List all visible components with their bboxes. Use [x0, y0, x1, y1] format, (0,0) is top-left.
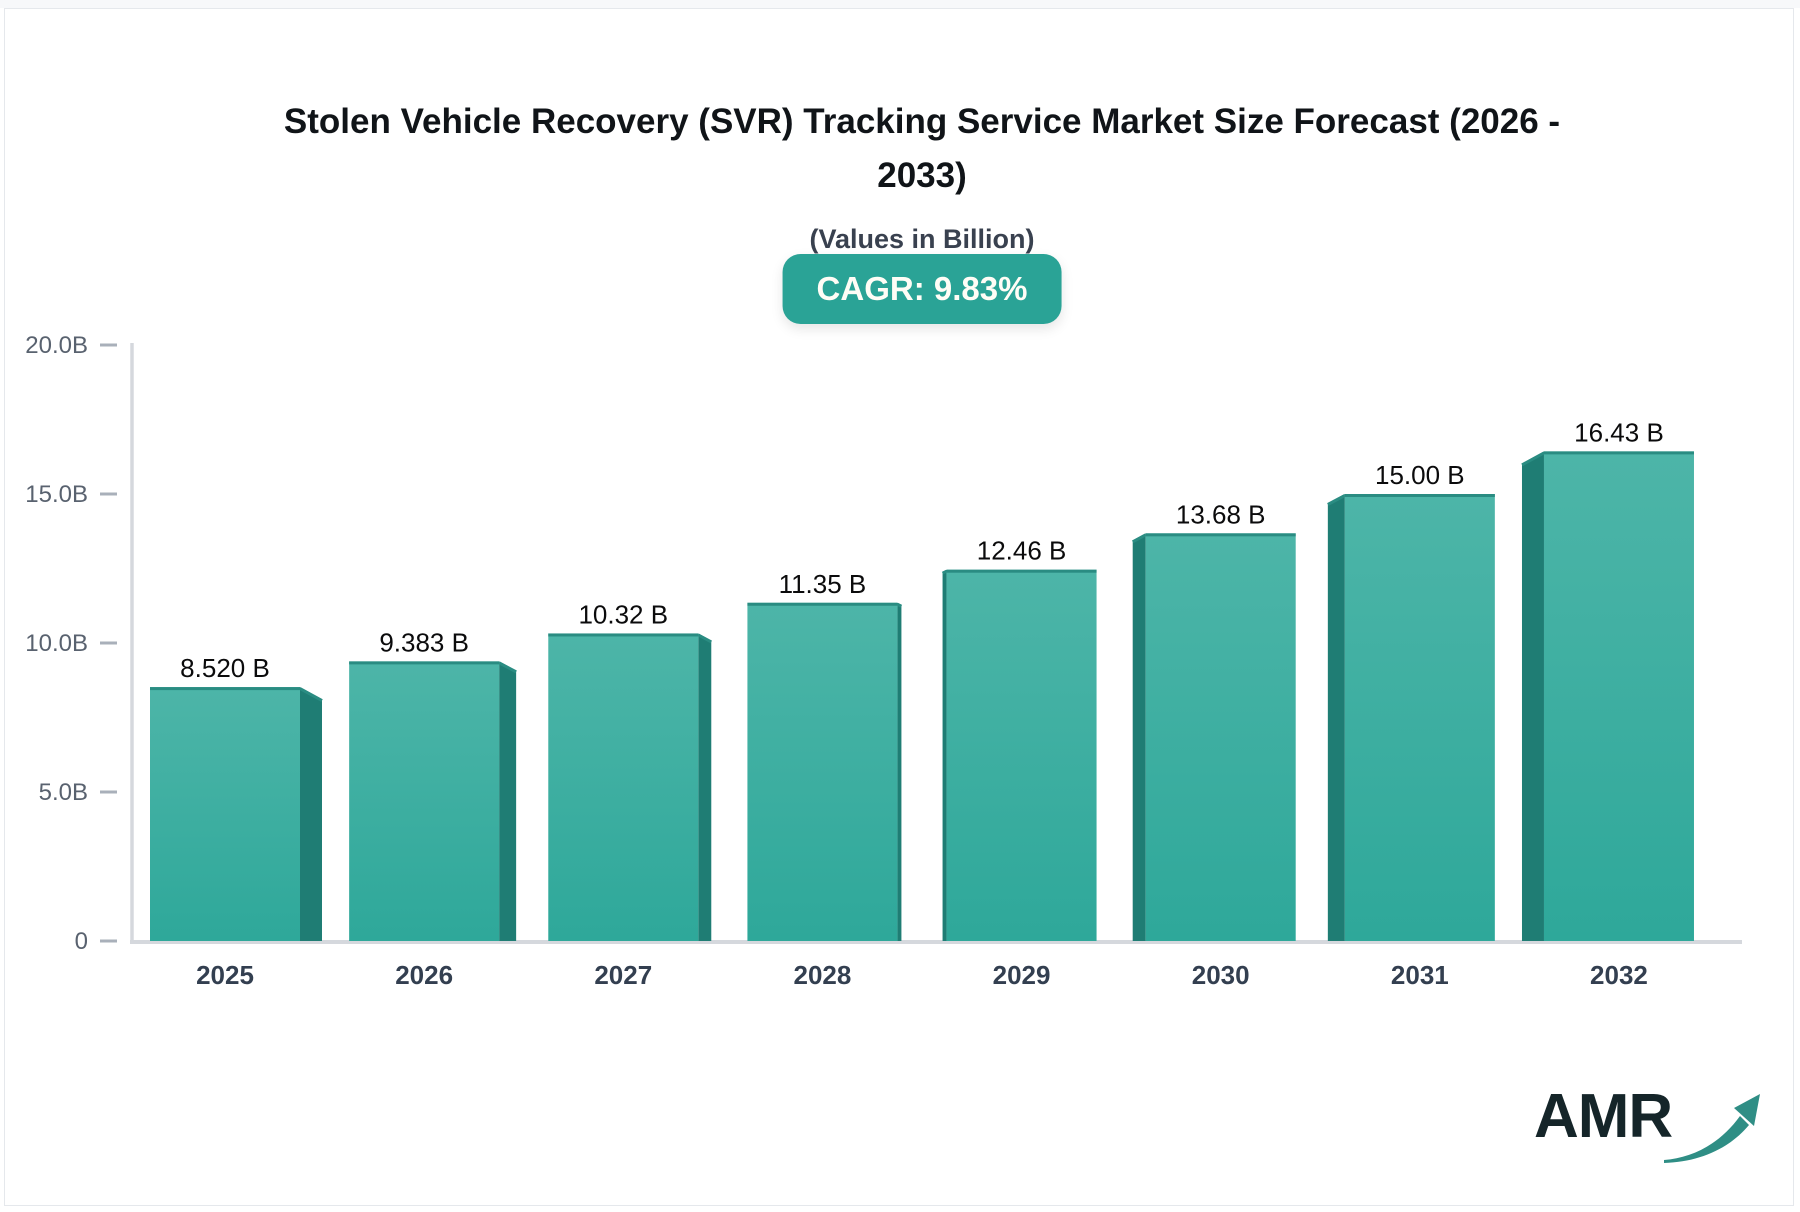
- bar-top-edge: [1145, 533, 1296, 537]
- bar: [150, 687, 300, 941]
- x-axis-category-label: 2025: [196, 960, 254, 990]
- y-axis-label: 5.0B: [39, 779, 88, 806]
- y-axis-label: 0: [75, 928, 88, 955]
- x-axis-category-label: 2028: [793, 960, 851, 990]
- chart-title: Stolen Vehicle Recovery (SVR) Tracking S…: [142, 95, 1702, 203]
- bar: [548, 633, 699, 941]
- bar-value-label: 11.35 B: [779, 569, 867, 599]
- x-axis-category-label: 2032: [1590, 960, 1648, 990]
- bar-side-face: [1132, 533, 1146, 941]
- bar-value-label: 15.00 B: [1375, 460, 1465, 490]
- x-axis-category-label: 2031: [1391, 960, 1449, 990]
- y-axis-label: 10.0B: [25, 630, 88, 657]
- y-axis-label: 20.0B: [25, 332, 88, 359]
- bar: [946, 569, 1097, 941]
- growth-arrow-icon: [1664, 1094, 1761, 1163]
- bar-value-label: 10.32 B: [578, 599, 668, 629]
- bar-side-face: [499, 661, 517, 941]
- bar-value-label: 8.520 B: [180, 653, 270, 683]
- bar-value-label: 13.68 B: [1176, 499, 1266, 529]
- amr-logo: AMR: [1534, 1086, 1762, 1168]
- bar-side-top-edge: [941, 569, 948, 575]
- bar-side-top-edge: [1521, 451, 1545, 467]
- bar-side-face: [897, 602, 902, 941]
- bar-side-top-edge: [1131, 533, 1147, 544]
- bar-side-top-edge: [498, 661, 517, 674]
- canvas-top-strip: [0, 0, 1800, 8]
- bar: [747, 602, 898, 941]
- chart-subtitle: (Values in Billion): [809, 224, 1035, 254]
- bar-side-top-edge: [896, 602, 903, 608]
- chart-title-line1: Stolen Vehicle Recovery (SVR) Tracking S…: [283, 102, 1561, 141]
- x-axis-category-label: 2030: [1192, 960, 1250, 990]
- bar-side-face: [1521, 451, 1544, 941]
- chart-title-line2: 2033): [877, 156, 967, 195]
- bar-side-top-edge: [1327, 494, 1346, 506]
- bar: [1543, 451, 1694, 941]
- bar: [1344, 494, 1495, 941]
- bar: [1145, 533, 1296, 941]
- y-axis-label: 15.0B: [25, 481, 88, 508]
- bar-value-label: 12.46 B: [977, 536, 1067, 566]
- amr-logo-text: AMR: [1534, 1082, 1673, 1151]
- bar-side-face: [300, 687, 322, 941]
- bar-top-edge: [1543, 451, 1694, 455]
- bar-value-label: 9.383 B: [379, 627, 469, 657]
- bar-side-top-edge: [299, 687, 323, 702]
- bar-top-edge: [1344, 494, 1495, 497]
- bar-top-edge: [349, 661, 500, 665]
- bar-top-edge: [548, 633, 699, 637]
- bar-top-edge: [150, 687, 300, 691]
- cagr-badge: CAGR: 9.83%: [782, 254, 1062, 324]
- bar-side-face: [942, 569, 947, 941]
- bar: [349, 661, 500, 941]
- bar-value-label: 16.43 B: [1574, 417, 1664, 447]
- bar-side-top-edge: [697, 633, 712, 644]
- bar-top-edge: [946, 569, 1097, 573]
- bar-side-face: [698, 633, 712, 941]
- x-axis-category-label: 2029: [993, 960, 1051, 990]
- x-axis-category-label: 2026: [395, 960, 453, 990]
- bar-top-edge: [747, 602, 898, 606]
- bar-side-face: [1327, 494, 1345, 941]
- x-axis-category-label: 2027: [594, 960, 652, 990]
